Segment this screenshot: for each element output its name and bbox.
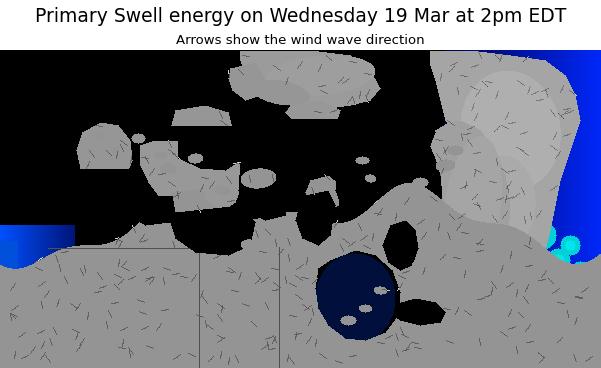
Text: Arrows show the wind wave direction: Arrows show the wind wave direction <box>176 33 425 46</box>
Text: Primary Swell energy on Wednesday 19 Mar at 2pm EDT: Primary Swell energy on Wednesday 19 Mar… <box>35 7 566 25</box>
